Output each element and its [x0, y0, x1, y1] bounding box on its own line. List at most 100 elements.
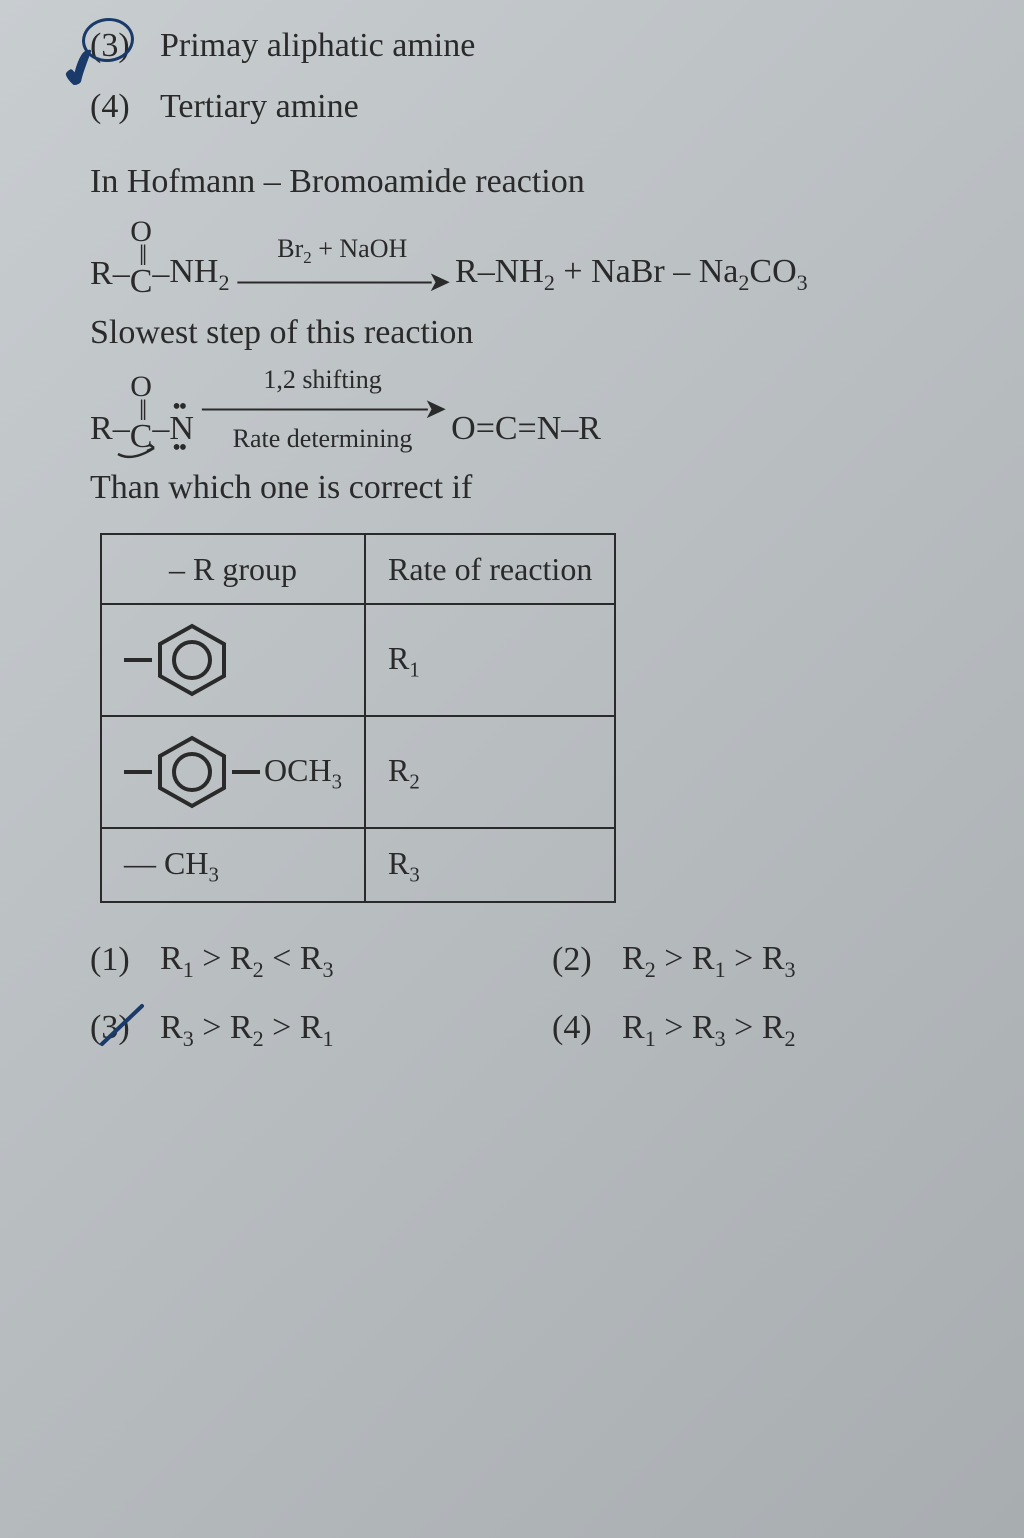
ans4-num: (4): [552, 1002, 622, 1053]
ans2-expr: R2 > R1 > R3: [622, 933, 796, 986]
o: <: [264, 940, 300, 977]
s: 1: [645, 1025, 656, 1050]
t: R: [692, 940, 715, 977]
ans3-expr: R3 > R2 > R1: [160, 1002, 334, 1055]
table-row: R1: [101, 604, 615, 716]
t: R: [692, 1009, 715, 1046]
carbonyl-c: C: [130, 265, 153, 299]
reaction-arrow-1: Br2 + NaOH ────────────➤: [238, 235, 448, 299]
opt3-text: Primay aliphatic amine: [160, 20, 475, 71]
o: >: [726, 1009, 762, 1046]
table-header-row: – R group Rate of reaction: [101, 534, 615, 604]
answer-grid: (1) R1 > R2 < R3 (2) R2 > R1 > R3 (3) R3…: [90, 933, 974, 1055]
br: Br: [277, 234, 303, 263]
bond-icon: [124, 658, 152, 662]
ans2-num: (2): [552, 934, 622, 985]
ans3-num: (3): [90, 1002, 160, 1053]
s: 2: [253, 956, 264, 981]
r1-nh2: NH2: [169, 246, 229, 299]
table-row: — CH3 R3: [101, 828, 615, 902]
cell-r2: R2: [365, 716, 615, 828]
benzene-ring-icon: [152, 732, 232, 812]
r1-right: R–NH2 + NaBr – Na2CO3: [455, 246, 808, 299]
s: 2: [253, 1025, 264, 1050]
naoh: + NaOH: [312, 234, 408, 263]
r2-sub: 2: [409, 771, 419, 794]
than-note: Than which one is correct if: [90, 462, 974, 513]
och3: OCH3: [264, 746, 342, 798]
o: >: [656, 1009, 692, 1046]
ans1-num: (1): [90, 934, 160, 985]
o: >: [194, 1009, 230, 1046]
page: ✔ (3) Primay aliphatic amine (4) Tertiar…: [0, 0, 1024, 1094]
lone-pair-top-icon: ••: [172, 389, 185, 425]
bond-icon: [124, 770, 152, 774]
arrow-icon: ────────────➤: [238, 268, 448, 299]
option-number-3: (3): [90, 20, 160, 71]
rnh: R–NH: [455, 253, 544, 290]
benzene-ring-icon: [152, 620, 232, 700]
rnh-sub: 2: [544, 270, 555, 295]
t: R: [762, 1009, 785, 1046]
t: R: [160, 940, 183, 977]
carbonyl-group-2: O ‖ C: [130, 372, 153, 454]
o: >: [726, 940, 762, 977]
reaction-arrow-2: 1,2 shifting ──────────────➤ Rate determ…: [202, 366, 443, 454]
s: 2: [785, 1025, 796, 1050]
t: R: [622, 940, 645, 977]
r2-right: O=C=N–R: [451, 403, 601, 454]
ch3-text: — CH: [124, 845, 208, 881]
s: 3: [715, 1025, 726, 1050]
s: 1: [183, 956, 194, 981]
carbonyl-group: O ‖ C: [130, 217, 153, 299]
o: >: [194, 940, 230, 977]
ans1-expr: R1 > R2 < R3: [160, 933, 334, 986]
s: 2: [645, 956, 656, 981]
t: R: [622, 1009, 645, 1046]
t: R: [230, 940, 253, 977]
r2: R: [388, 752, 409, 788]
nabr: + NaBr – Na: [563, 253, 738, 290]
r-group-table: – R group Rate of reaction R1: [100, 533, 616, 903]
nitrene-n: •• N ••: [169, 403, 194, 454]
r3: R: [388, 845, 409, 881]
ans4-expr: R1 > R3 > R2: [622, 1002, 796, 1055]
nh-text: NH: [169, 253, 218, 290]
bond: –: [152, 248, 169, 299]
s: 3: [785, 956, 796, 981]
slowest-step-note: Slowest step of this reaction: [90, 307, 974, 358]
table-row: OCH3 R2: [101, 716, 615, 828]
lone-pair-bottom-icon: ••: [172, 430, 185, 466]
cell-phenyl: [101, 604, 365, 716]
answer-option-2: (2) R2 > R1 > R3: [552, 933, 974, 986]
s: 3: [323, 956, 334, 981]
nh-sub: 2: [218, 270, 229, 295]
s: 1: [323, 1025, 334, 1050]
r1-sub: 1: [409, 659, 419, 682]
col-r-group: – R group: [101, 534, 365, 604]
cell-anisyl: OCH3: [101, 716, 365, 828]
na-sub: 2: [738, 270, 749, 295]
s: 3: [183, 1025, 194, 1050]
prev-option-3: ✔ (3) Primay aliphatic amine: [90, 20, 974, 71]
r1: R: [388, 640, 409, 676]
question-intro: In Hofmann – Bromoamide reaction: [90, 156, 974, 207]
co: CO: [749, 253, 796, 290]
answer-option-4: (4) R1 > R3 > R2: [552, 1002, 974, 1055]
t: R: [300, 940, 323, 977]
t: R: [160, 1009, 183, 1046]
bond: –: [113, 248, 130, 299]
answer-option-3: (3) R3 > R2 > R1: [90, 1002, 512, 1055]
o: >: [264, 1009, 300, 1046]
cell-methyl: — CH3: [101, 828, 365, 902]
col-rate: Rate of reaction: [365, 534, 615, 604]
arrow2-top: 1,2 shifting: [263, 366, 381, 395]
cell-r1: R1: [365, 604, 615, 716]
s: 1: [715, 956, 726, 981]
answer-option-1: (1) R1 > R2 < R3: [90, 933, 512, 986]
opt4-text: Tertiary amine: [160, 81, 359, 132]
och3-text: OCH: [264, 752, 332, 788]
bond-icon: [232, 770, 260, 774]
arrow2-icon: ──────────────➤: [202, 395, 443, 426]
co-sub: 3: [797, 270, 808, 295]
